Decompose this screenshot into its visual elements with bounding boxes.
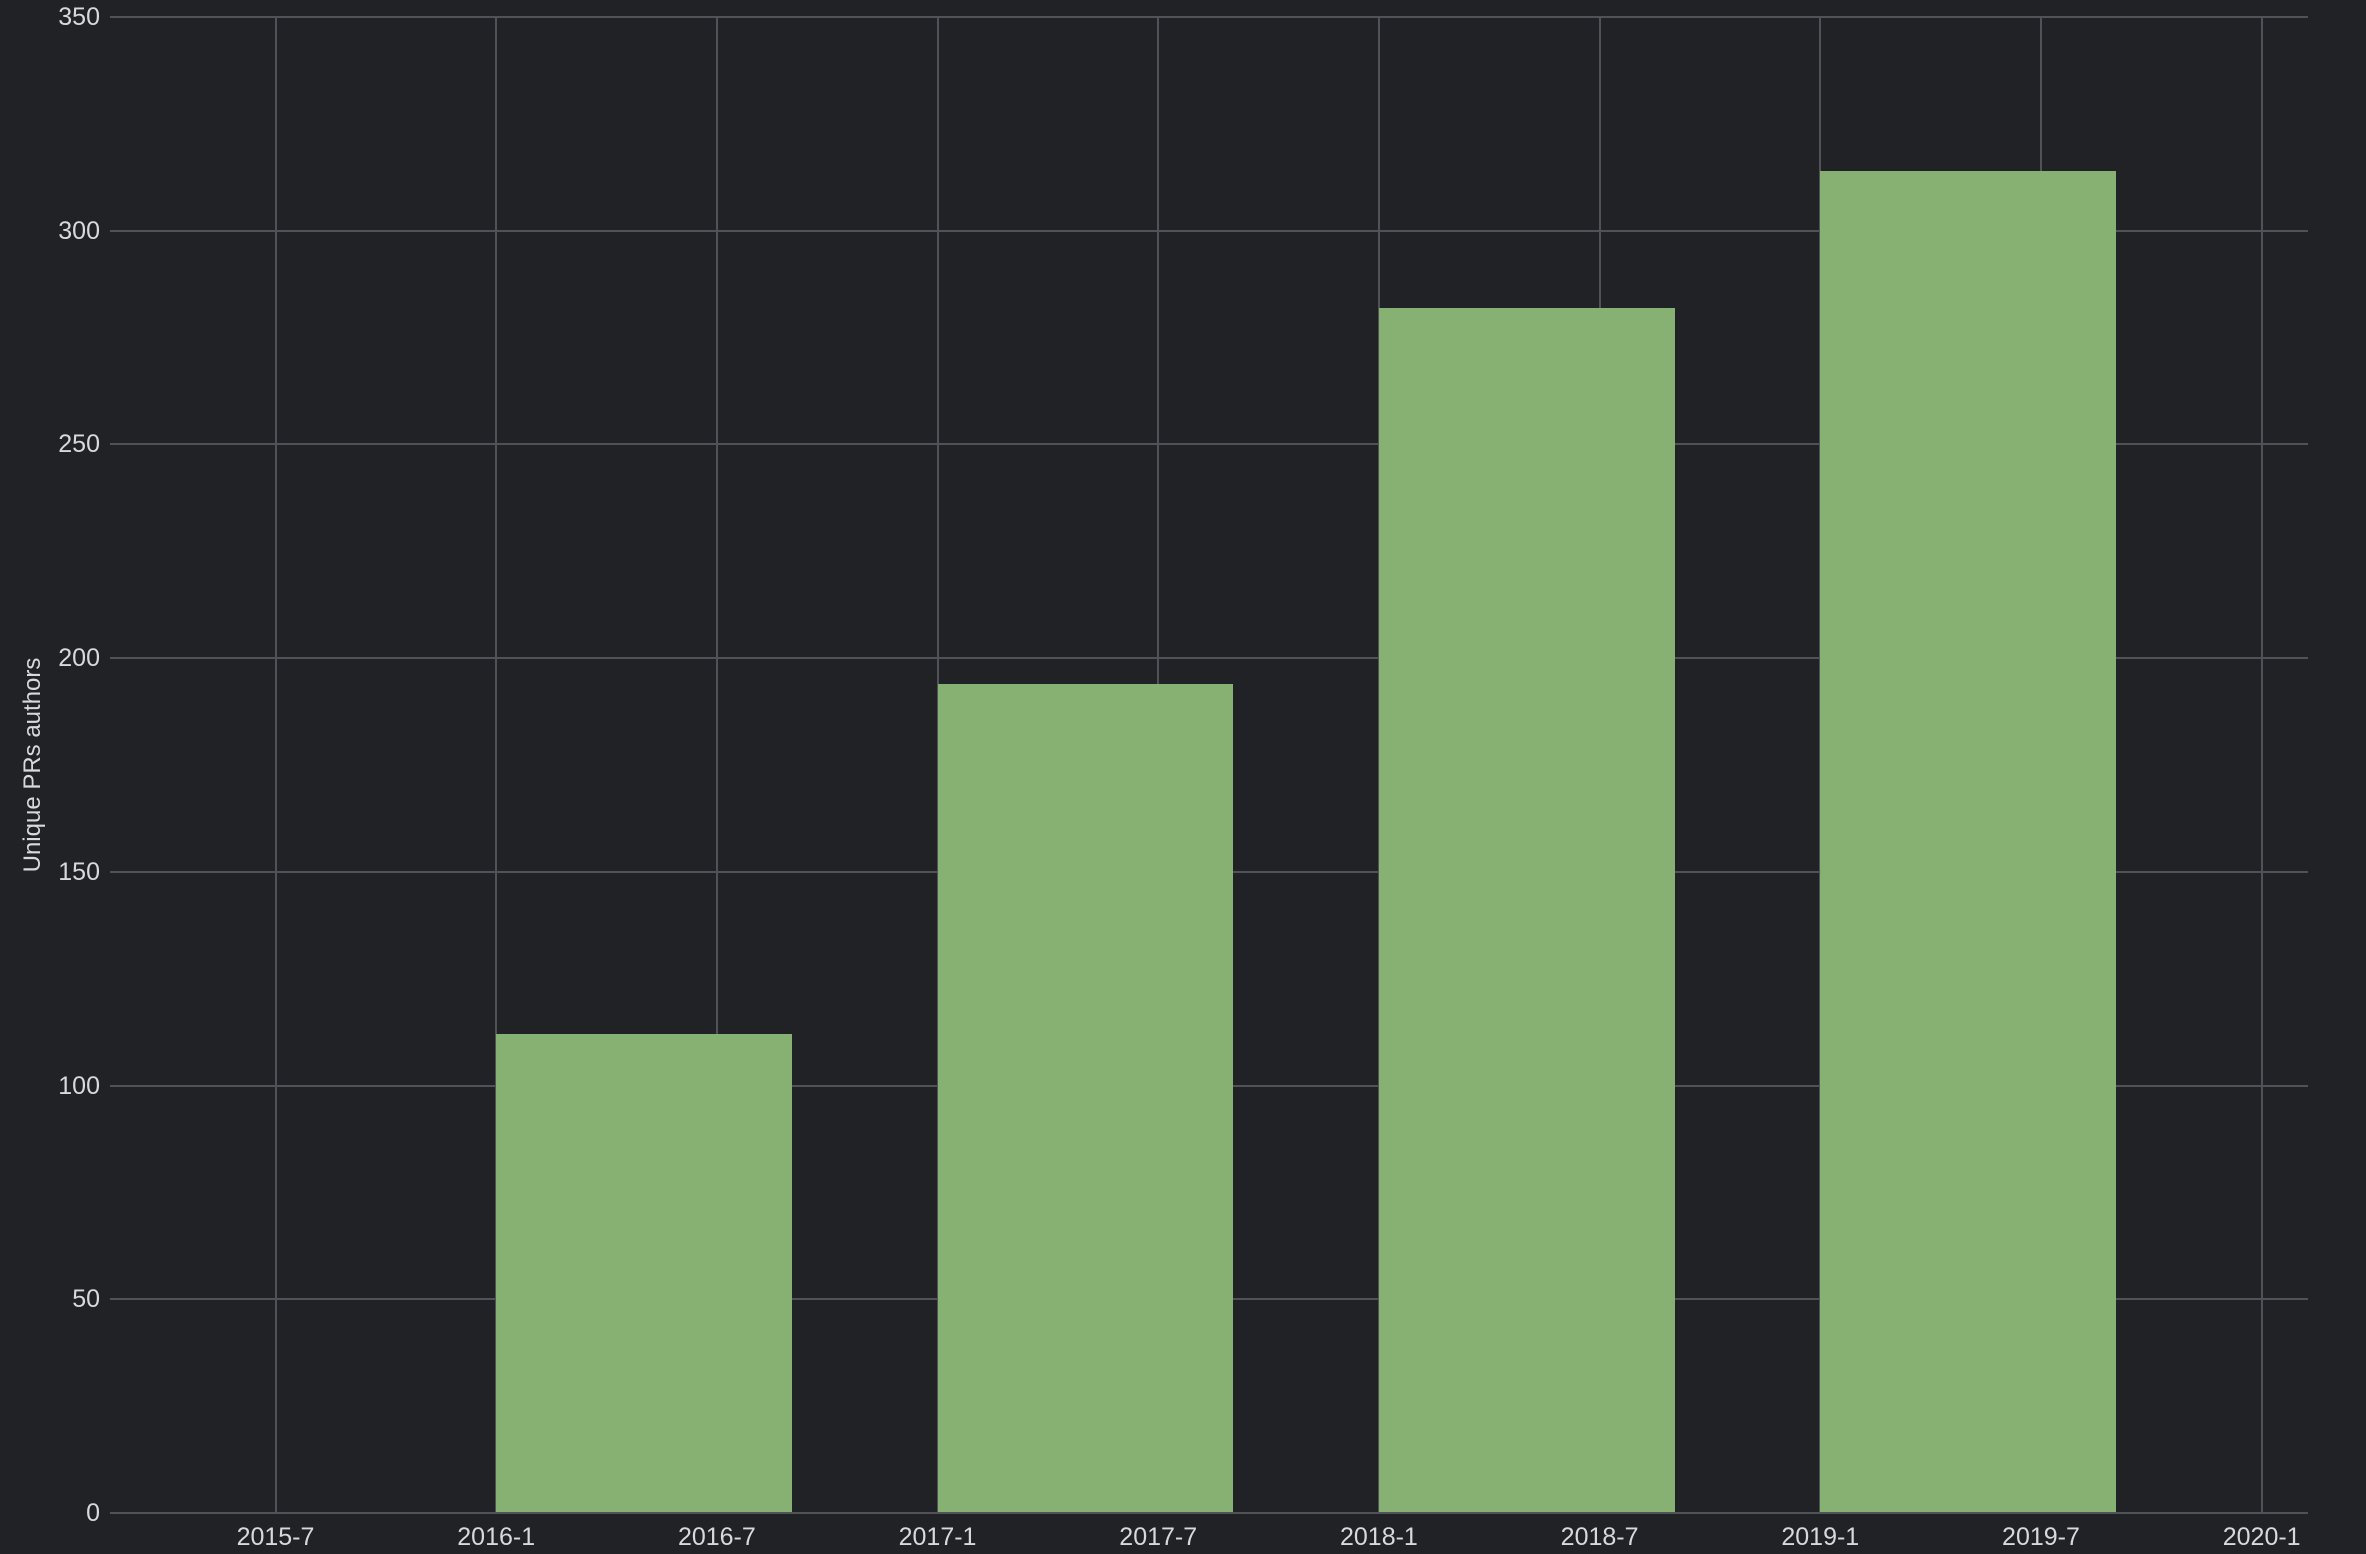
y-tick-label-200: 200: [58, 644, 100, 673]
h-gridline-200: [110, 657, 2308, 660]
h-gridline-250: [110, 443, 2308, 446]
y-tick-label-50: 50: [72, 1285, 100, 1314]
h-gridline-300: [110, 229, 2308, 232]
x-axis-tick-labels: 2015-7 2016-1 2016-7 2017-1 2017-7 2018-1 2018…: [110, 1521, 2308, 1554]
x-tick-label-2020-1: 2020-1: [2222, 1523, 2301, 1551]
y-tick-label-300: 300: [58, 216, 100, 245]
y-tick-label-150: 150: [58, 857, 100, 886]
x-tick-label-2016-1: 2016-1: [457, 1523, 536, 1551]
v-gridline-2016-1: [495, 17, 498, 1513]
y-tick-label-250: 250: [58, 430, 100, 459]
x-tick-label-2019-7: 2019-7: [2002, 1523, 2080, 1551]
x-axis-line: [110, 1512, 2308, 1514]
x-tick-label-2019-1: 2019-1: [1781, 1523, 1860, 1551]
x-tick-label-2017-1: 2017-1: [898, 1523, 977, 1551]
v-gridline-2015-7: [274, 17, 277, 1513]
y-tick-label-350: 350: [58, 3, 100, 31]
h-gridline-350: [110, 16, 2308, 18]
v-gridline-2016-7: [715, 17, 718, 1513]
x-tick-label-2016-7: 2016-7: [677, 1523, 756, 1551]
bar-2019[interactable]: [1820, 170, 2116, 1513]
x-tick-label-2018-7: 2018-7: [1560, 1523, 1639, 1551]
y-axis-title: Unique PRs authors: [19, 657, 46, 873]
bar-2016[interactable]: [496, 1034, 792, 1513]
plot-area: [110, 16, 2308, 1514]
y-axis-tick-labels: 0 50 100 150 200 250 300 350: [0, 3, 100, 1527]
x-tick-label-2018-1: 2018-1: [1339, 1523, 1418, 1551]
x-tick-label-2015-7: 2015-7: [236, 1523, 315, 1551]
y-tick-label-100: 100: [58, 1071, 100, 1100]
bar-2017[interactable]: [937, 683, 1234, 1513]
y-tick-label-0: 0: [86, 1499, 100, 1527]
v-gridline-2020-1: [2260, 17, 2263, 1513]
x-tick-label-2017-7: 2017-7: [1119, 1523, 1198, 1551]
bar-2018[interactable]: [1378, 307, 1675, 1513]
